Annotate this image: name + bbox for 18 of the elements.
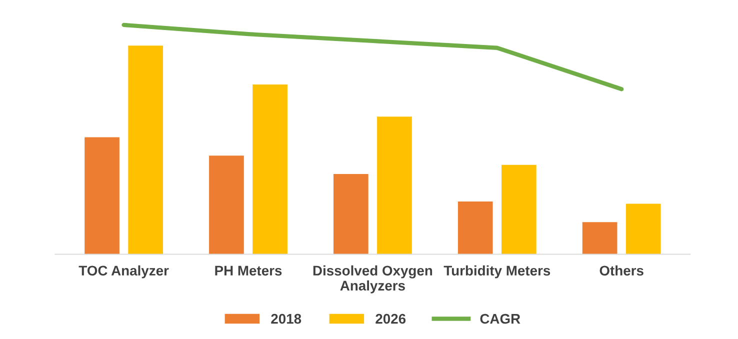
- bar: [458, 202, 493, 254]
- bar: [626, 204, 661, 254]
- legend-label: 2026: [376, 314, 406, 324]
- bar: [252, 84, 288, 254]
- x-tick-label: Others: [600, 265, 644, 276]
- bar: [84, 137, 120, 254]
- bar: [333, 174, 368, 254]
- bar: [377, 116, 412, 254]
- legend-label: CAGR: [480, 314, 520, 324]
- legend-label: 2018: [271, 314, 302, 324]
- bar: [582, 222, 618, 254]
- bar: [128, 46, 163, 254]
- bar: [501, 164, 536, 254]
- x-tick-label: Dissolved Oxygen Analyzers: [313, 265, 432, 294]
- x-tick-label: PH Meters: [215, 266, 282, 276]
- bar: [209, 156, 244, 254]
- x-tick-label: Turbidity Meters: [444, 265, 550, 278]
- x-tick-label: TOC Analyzer: [78, 265, 169, 278]
